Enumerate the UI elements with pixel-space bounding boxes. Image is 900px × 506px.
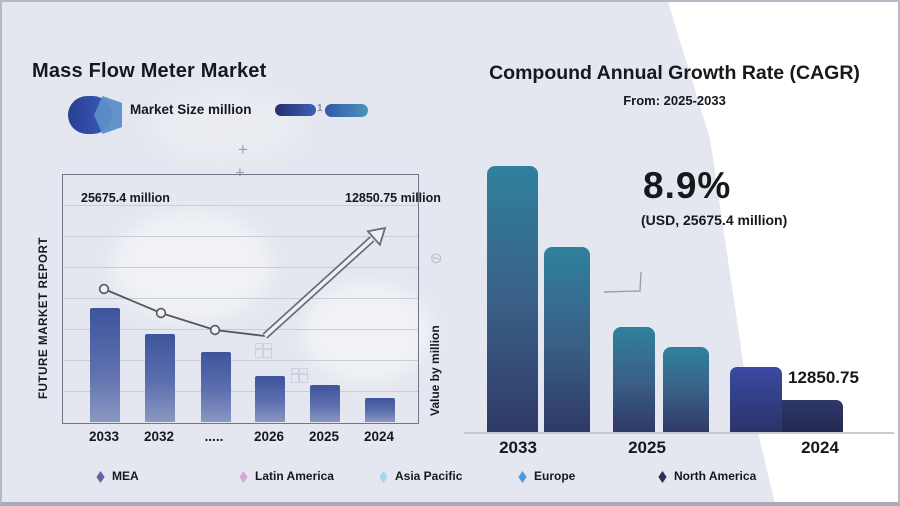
gridline (63, 360, 418, 361)
y-axis-right-label: Value by million (428, 325, 442, 416)
bar-2024 (365, 398, 395, 422)
gridline (63, 236, 418, 237)
legend-marker-north-america (658, 471, 667, 483)
x-axis-line (464, 432, 894, 434)
bar-2033-b (544, 247, 590, 432)
legend-label-latin-america: Latin America (255, 469, 334, 483)
cagr-grouped-bar-chart (464, 150, 894, 434)
x-tick-2032: 2032 (143, 429, 175, 444)
bar-2026 (255, 376, 285, 422)
cagr-detail: (USD, 25675.4 million) (641, 212, 788, 228)
x-tick-dots: ..... (204, 429, 224, 444)
plus-decoration-icon: + (238, 140, 248, 159)
x-tick-2025: 2025 (308, 429, 340, 444)
x-tick-2026: 2026 (253, 429, 285, 444)
table-watermark-icon (291, 368, 308, 383)
y-axis-left-label: FUTURE MARKET REPORT (38, 236, 50, 400)
x-tick-2024: 2024 (801, 438, 839, 457)
bar-2032 (145, 334, 175, 422)
value-annotation-2024: 12850.75 (788, 368, 859, 387)
table-watermark-icon (255, 343, 272, 358)
circle-minus-icon: ⊖ (427, 248, 445, 269)
bar-2025-a (613, 327, 655, 432)
x-tick-2024: 2024 (363, 429, 395, 444)
bar-2025 (310, 385, 340, 422)
mini-pill-dark-icon (275, 104, 316, 116)
legend-marker-asia-pacific (379, 471, 388, 483)
legend-marker-europe (518, 471, 527, 483)
trend-line-and-arrow (98, 226, 387, 339)
cagr-value: 8.9% (643, 165, 732, 206)
gridline (63, 298, 418, 299)
bar-2024-a (730, 367, 782, 432)
gridline (63, 391, 418, 392)
x-tick-2033: 2033 (88, 429, 120, 444)
legend-label-europe: Europe (534, 469, 576, 483)
right-panel-subtitle: From: 2025-2033 (623, 93, 726, 108)
bar-2025-b (663, 347, 709, 432)
chart-value-2033: 25675.4 million (81, 191, 170, 205)
gridline (63, 205, 418, 206)
market-size-label: Market Size million (130, 102, 252, 117)
market-size-bar-chart: 25675.4 million 12850.75 million (62, 174, 441, 424)
bar-2033 (90, 308, 120, 422)
legend-label-asia-pacific: Asia Pacific (395, 469, 463, 483)
x-tick-2025: 2025 (628, 438, 666, 457)
plus-decoration-icon: + (235, 163, 245, 182)
background-blob (152, 92, 302, 162)
corner-bracket-decoration (603, 271, 642, 293)
bar-2024-b (782, 400, 843, 432)
bar-2033-a (487, 166, 538, 432)
flow-meter-cylinder-icon (68, 96, 122, 134)
gridline (63, 267, 418, 268)
bar-intermediate (201, 352, 231, 422)
gridline (63, 329, 418, 330)
legend-marker-mea (96, 471, 105, 483)
right-panel-title: Compound Annual Growth Rate (CAGR) (489, 62, 860, 84)
x-tick-2033: 2033 (499, 438, 537, 457)
chart-value-2024: 12850.75 million (345, 191, 441, 205)
legend-label-north-america: North America (674, 469, 757, 483)
pill-separator-glyph: 1 (317, 103, 323, 114)
left-panel-title: Mass Flow Meter Market (32, 60, 267, 82)
legend-label-mea: MEA (112, 469, 139, 483)
mini-pill-gradient-icon (325, 104, 368, 117)
legend-marker-latin-america (239, 471, 248, 483)
